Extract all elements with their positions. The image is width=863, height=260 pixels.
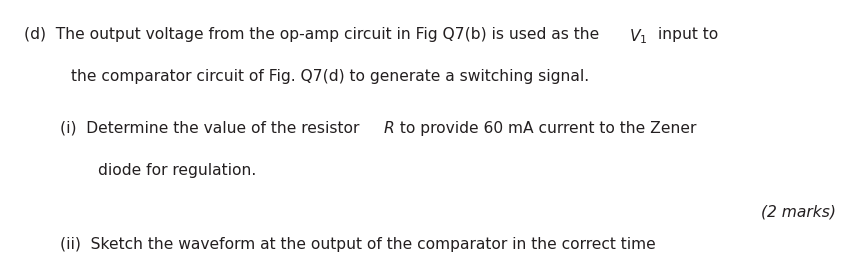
Text: input to: input to xyxy=(653,27,719,42)
Text: to provide 60 mA current to the Zener: to provide 60 mA current to the Zener xyxy=(395,121,696,136)
Text: the comparator circuit of Fig. Q7(d) to generate a switching signal.: the comparator circuit of Fig. Q7(d) to … xyxy=(71,69,589,84)
Text: (ii)  Sketch the waveform at the output of the comparator in the correct time: (ii) Sketch the waveform at the output o… xyxy=(60,237,655,252)
Text: diode for regulation.: diode for regulation. xyxy=(98,162,255,178)
Text: (d)  The output voltage from the op-amp circuit in Fig Q7(b) is used as the: (d) The output voltage from the op-amp c… xyxy=(24,27,604,42)
Text: $V_1$: $V_1$ xyxy=(629,27,647,46)
Text: (i)  Determine the value of the resistor: (i) Determine the value of the resistor xyxy=(60,121,364,136)
Text: (2 marks): (2 marks) xyxy=(760,204,835,219)
Text: R: R xyxy=(384,121,394,136)
